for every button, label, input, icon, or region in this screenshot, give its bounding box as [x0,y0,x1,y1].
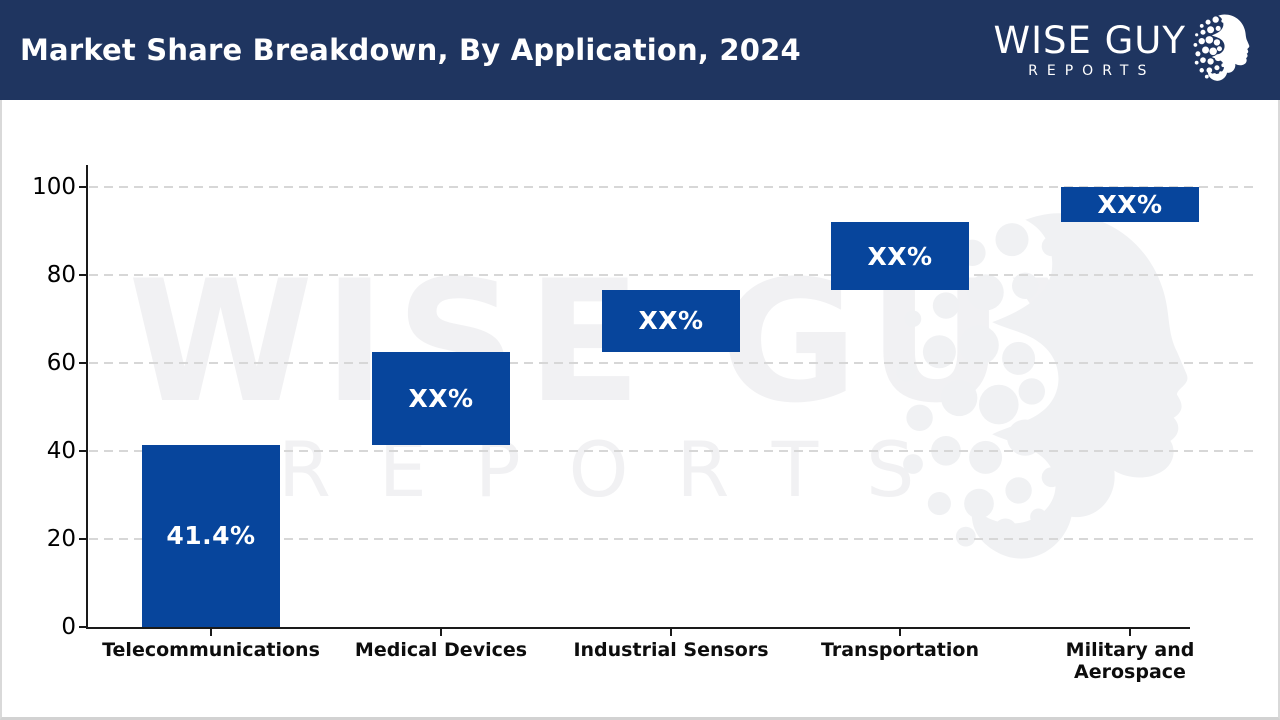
y-tick-label: 80 [46,262,76,288]
gridline [89,450,1255,452]
y-tick-mark [79,626,86,628]
x-tick-mark [670,629,672,636]
bar-industrial-sensors: XX% [602,289,740,352]
gridline [89,538,1255,540]
y-tick-label: 20 [46,526,76,552]
y-tick-label: 0 [61,614,76,640]
x-tick-mark [210,629,212,636]
y-tick-mark [79,186,86,188]
bar-value-label: 41.4% [166,521,256,551]
x-tick-mark [899,629,901,636]
x-tick-mark [1129,629,1131,636]
x-category-label: Transportation [820,639,979,661]
header-bar: Market Share Breakdown, By Application, … [0,0,1280,100]
y-tick-mark [79,362,86,364]
wiseguy-logo: WISE GUY REPORTS [994,12,1254,88]
x-category-label: Military and Aerospace [1065,639,1195,683]
bar-military-and-aerospace: XX% [1061,187,1199,223]
x-category-label: Industrial Sensors [573,639,769,661]
gridline [89,362,1255,364]
bar-value-label: XX% [867,241,933,271]
logo-text: WISE GUY REPORTS [994,22,1186,79]
y-tick-mark [79,538,86,540]
bar-value-label: XX% [408,383,474,413]
y-tick-label: 60 [46,350,76,376]
y-tick-label: 100 [32,174,76,200]
x-category-label: Telecommunications [102,639,320,661]
y-tick-label: 40 [46,438,76,464]
chart-title: Market Share Breakdown, By Application, … [20,33,801,67]
logo-wordmark: WISE GUY [993,18,1186,62]
bar-medical-devices: XX% [372,351,510,445]
x-axis-line [86,627,1190,629]
y-tick-mark [79,450,86,452]
wiseguy-face-icon [1193,14,1250,81]
x-tick-mark [440,629,442,636]
bar-value-label: XX% [1097,190,1163,220]
bar-telecommunications: 41.4% [142,444,280,627]
gridline [89,274,1255,276]
bar-transportation: XX% [831,222,969,290]
x-category-label: Medical Devices [354,639,528,661]
gridline [89,186,1255,188]
logo-subtitle: REPORTS [1028,62,1156,79]
y-axis-line [86,165,88,629]
y-tick-mark [79,274,86,276]
bar-value-label: XX% [638,306,704,336]
